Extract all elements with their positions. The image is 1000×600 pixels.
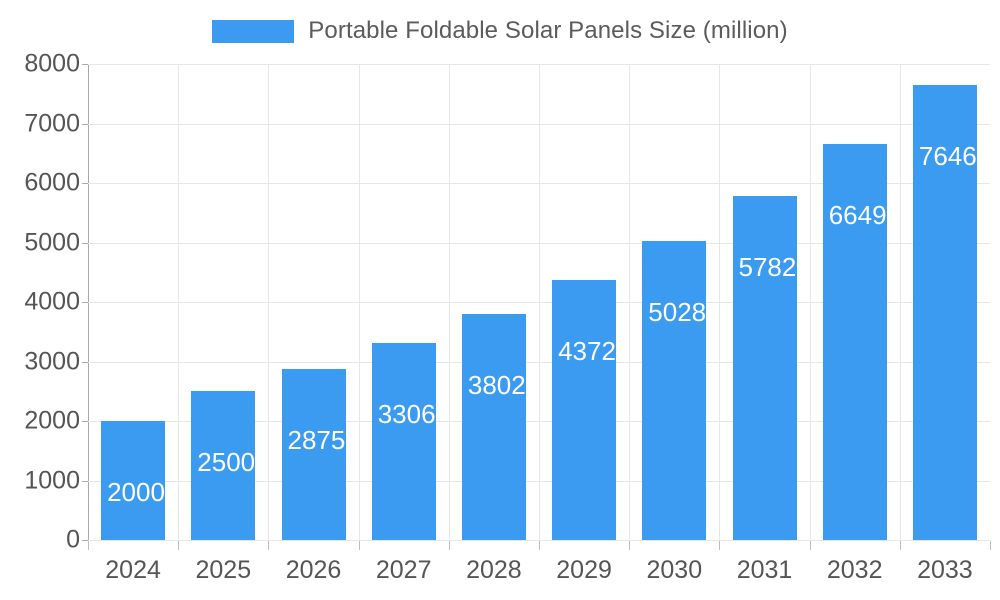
bar-value-label: 2000 (107, 477, 165, 507)
bar[interactable]: 5028 (642, 240, 707, 540)
horizontal-gridline (88, 540, 990, 541)
bar[interactable]: 2875 (281, 368, 346, 540)
y-axis-tick-labels: 0 1000 2000 3000 4000 5000 6000 7000 8000 (0, 0, 80, 600)
x-axis-tick-mark (359, 541, 360, 550)
x-axis-tick-label: 2024 (105, 556, 161, 584)
x-axis-tick-label: 2025 (195, 556, 252, 584)
x-axis-tick-mark (900, 541, 901, 550)
x-axis-tick-label: 2033 (917, 556, 973, 584)
x-axis-tick-mark (178, 541, 179, 550)
vertical-gridline (719, 64, 720, 540)
bar[interactable]: 6649 (822, 144, 887, 540)
y-axis-tick-mark (82, 123, 88, 125)
legend-color-swatch (212, 19, 295, 43)
bar-value-label: 5782 (738, 251, 797, 282)
bar[interactable]: 4372 (552, 279, 617, 540)
bar[interactable]: 7646 (912, 85, 977, 540)
y-axis-tick-mark (82, 480, 88, 482)
y-axis-tick-label: 7000 (24, 109, 80, 137)
x-axis-tick-label: 2031 (736, 556, 793, 584)
bar-value-label: 7646 (918, 141, 977, 172)
bar[interactable]: 2500 (191, 391, 256, 540)
bar[interactable]: 5782 (732, 195, 797, 540)
vertical-gridline (629, 64, 630, 540)
bar-value-label: 2500 (197, 447, 256, 478)
y-axis-tick-mark (82, 421, 88, 422)
y-axis-tick-label: 2000 (24, 406, 80, 435)
x-axis-tick-mark (990, 541, 991, 550)
x-axis-tick-label: 2028 (466, 556, 522, 584)
x-axis-tick-label: 2027 (375, 556, 432, 584)
x-axis-tick-mark (268, 541, 269, 550)
vertical-gridline (810, 64, 811, 540)
y-axis-tick-mark (82, 361, 88, 363)
x-axis-tick-mark (719, 541, 720, 550)
vertical-gridline (178, 64, 179, 540)
bar[interactable]: 2000 (101, 421, 166, 540)
vertical-gridline (359, 64, 360, 540)
plot-area: 2000 2500 2875 3306 3802 4372 5028 5782 6649 7646 (88, 64, 990, 541)
x-axis-tick-label: 2029 (556, 556, 612, 584)
vertical-gridline (539, 64, 540, 540)
bar[interactable]: 3802 (461, 313, 526, 540)
bar-value-label: 4372 (558, 335, 616, 366)
x-axis-tick-label: 2032 (826, 556, 883, 584)
x-axis-tick-mark (810, 541, 811, 550)
y-axis-tick-mark (82, 242, 88, 244)
x-axis-tick-mark (539, 541, 540, 550)
y-axis-tick-mark (82, 302, 88, 303)
y-axis-tick-label: 6000 (24, 168, 80, 197)
x-axis-tick-mark (449, 541, 450, 550)
vertical-gridline (268, 64, 269, 540)
bar-value-label: 3306 (377, 399, 436, 430)
x-axis-tick-mark (88, 541, 89, 550)
bar-value-label: 3802 (467, 369, 526, 400)
y-axis-tick-mark (82, 540, 88, 541)
bar-value-label: 2875 (287, 424, 346, 455)
y-axis-tick-label: 0 (66, 525, 80, 554)
vertical-gridline (900, 64, 901, 540)
bar[interactable]: 3306 (371, 343, 436, 540)
y-axis-tick-label: 3000 (24, 347, 80, 375)
y-axis-tick-mark (82, 64, 88, 65)
chart-legend: Portable Foldable Solar Panels Size (mil… (0, 14, 1000, 48)
x-axis-tick-label: 2030 (646, 556, 703, 584)
y-axis-tick-label: 4000 (24, 287, 80, 316)
x-axis-tick-label: 2026 (285, 556, 342, 584)
y-axis-tick-label: 8000 (24, 49, 80, 78)
bar-value-label: 6649 (828, 200, 887, 231)
y-axis-tick-mark (82, 183, 88, 184)
y-axis-tick-label: 1000 (24, 466, 80, 494)
x-axis-tick-mark (629, 541, 630, 550)
y-axis-tick-label: 5000 (24, 228, 80, 256)
legend-label: Portable Foldable Solar Panels Size (mil… (308, 17, 788, 44)
vertical-gridline (449, 64, 450, 540)
bar-value-label: 5028 (648, 296, 707, 327)
